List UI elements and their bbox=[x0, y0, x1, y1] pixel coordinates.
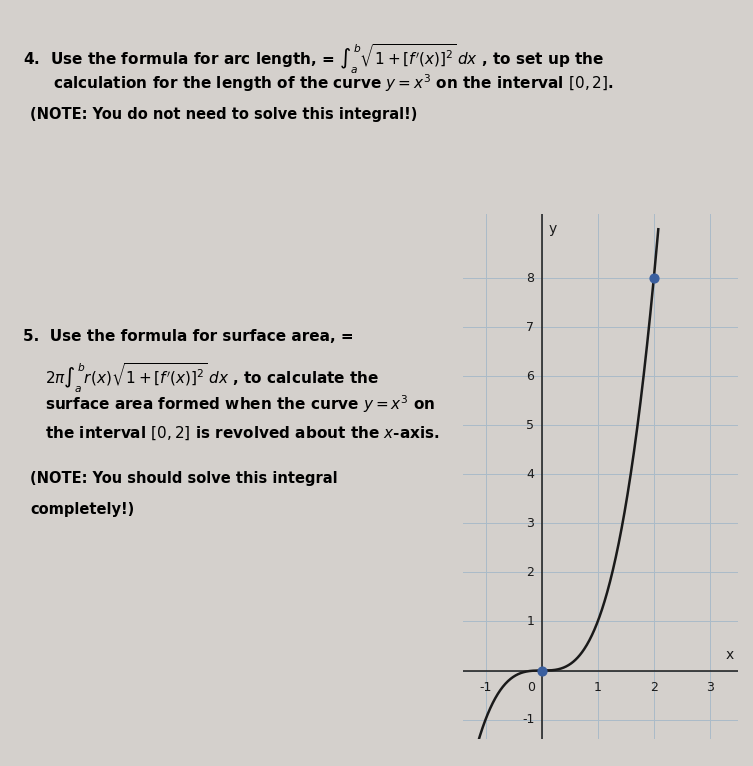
Text: x: x bbox=[725, 648, 733, 662]
Text: 2: 2 bbox=[526, 566, 535, 579]
Point bbox=[648, 272, 660, 284]
Text: 5: 5 bbox=[526, 419, 535, 432]
Text: -1: -1 bbox=[480, 681, 492, 694]
Text: 8: 8 bbox=[526, 272, 535, 285]
Text: 0: 0 bbox=[527, 681, 535, 694]
Point bbox=[535, 664, 547, 676]
Text: 1: 1 bbox=[526, 615, 535, 628]
Text: calculation for the length of the curve $y = x^3$ on the interval $[0, 2]$.: calculation for the length of the curve … bbox=[53, 73, 614, 94]
Text: 5.  Use the formula for surface area, =: 5. Use the formula for surface area, = bbox=[23, 329, 353, 345]
Text: 1: 1 bbox=[594, 681, 602, 694]
Text: 6: 6 bbox=[526, 370, 535, 383]
Text: 4: 4 bbox=[526, 468, 535, 481]
Text: $2\pi \int_a^b r(x)\sqrt{1 + [f'(x)]^2}\, dx$ , to calculate the: $2\pi \int_a^b r(x)\sqrt{1 + [f'(x)]^2}\… bbox=[45, 362, 380, 395]
Text: -1: -1 bbox=[522, 713, 535, 726]
Text: completely!): completely!) bbox=[30, 502, 134, 518]
Text: 7: 7 bbox=[526, 321, 535, 334]
Text: y: y bbox=[548, 222, 556, 236]
Text: (NOTE: You do not need to solve this integral!): (NOTE: You do not need to solve this int… bbox=[30, 107, 417, 123]
Text: 3: 3 bbox=[526, 517, 535, 530]
Text: (NOTE: You should solve this integral: (NOTE: You should solve this integral bbox=[30, 471, 338, 486]
Text: surface area formed when the curve $y = x^3$ on: surface area formed when the curve $y = … bbox=[45, 393, 435, 414]
Text: 2: 2 bbox=[650, 681, 657, 694]
Text: the interval $[0, 2]$ is revolved about the $x$-axis.: the interval $[0, 2]$ is revolved about … bbox=[45, 424, 440, 442]
Text: 4.  Use the formula for arc length, = $\int_a^b \sqrt{1 + [f'(x)]^2}\, dx$ , to : 4. Use the formula for arc length, = $\i… bbox=[23, 42, 604, 76]
Text: 3: 3 bbox=[706, 681, 714, 694]
